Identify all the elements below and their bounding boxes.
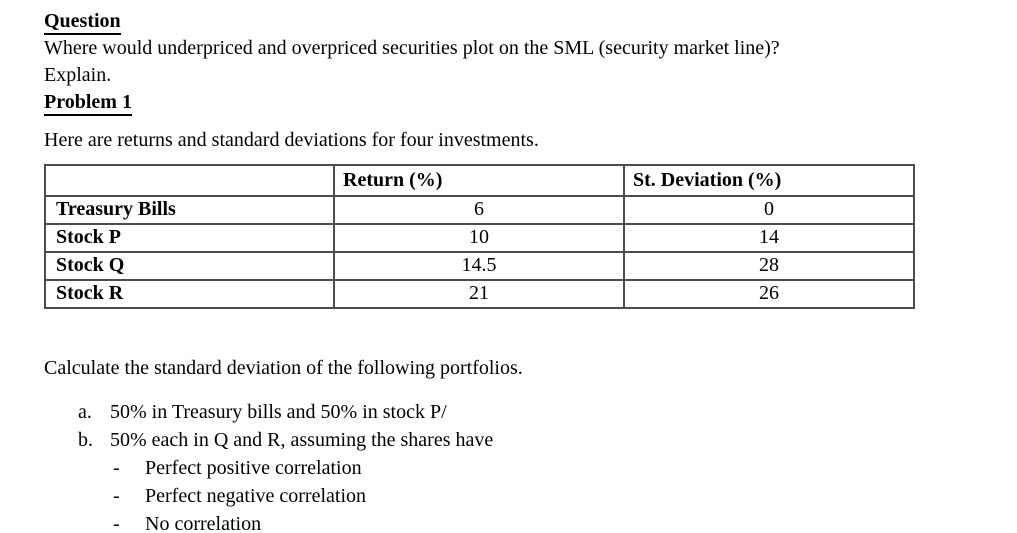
table-header-stdev: St. Deviation (%): [623, 164, 915, 197]
dash-marker: -: [113, 513, 120, 533]
dash-marker: -: [113, 457, 120, 479]
problem-heading: Problem 1: [44, 89, 977, 116]
list-item-b: b. 50% each in Q and R, assuming the sha…: [78, 426, 977, 454]
sub-item-text: Perfect positive correlation: [145, 457, 362, 479]
table-header-empty: [44, 164, 335, 197]
sub-item-text: Perfect negative correlation: [145, 485, 366, 507]
row-label-stock-q: Stock Q: [44, 251, 335, 281]
calculate-instruction: Calculate the standard deviation of the …: [44, 357, 523, 379]
question-heading: Question: [44, 8, 977, 35]
stdev-value: 0: [623, 195, 915, 225]
list-text-b: 50% each in Q and R, assuming the shares…: [110, 429, 494, 451]
sub-item-text: No correlation: [145, 513, 262, 533]
stdev-value: 28: [623, 251, 915, 281]
return-value: 21: [333, 279, 625, 309]
table-row: Treasury Bills 6 0: [44, 195, 915, 225]
question-heading-text: Question: [44, 9, 121, 35]
list-item-a: a. 50% in Treasury bills and 50% in stoc…: [78, 398, 977, 426]
table-header-return: Return (%): [333, 164, 625, 197]
return-value: 6: [333, 195, 625, 225]
sub-item-negative-correlation: - Perfect negative correlation: [113, 482, 977, 510]
table-header-row: Return (%) St. Deviation (%): [44, 164, 915, 197]
row-label-treasury-bills: Treasury Bills: [44, 195, 335, 225]
table-row: Stock R 21 26: [44, 279, 915, 309]
sub-item-positive-correlation: - Perfect positive correlation: [113, 454, 977, 482]
row-label-stock-p: Stock P: [44, 223, 335, 253]
intro-text: Here are returns and standard deviations…: [44, 129, 539, 151]
list-marker-a: a.: [78, 401, 92, 423]
return-value: 14.5: [333, 251, 625, 281]
list-text-a: 50% in Treasury bills and 50% in stock P…: [110, 401, 447, 423]
list-marker-b: b.: [78, 429, 93, 451]
sub-item-no-correlation: - No correlation: [113, 510, 977, 533]
question-explain: Explain.: [44, 64, 112, 86]
stdev-value: 14: [623, 223, 915, 253]
question-text: Where would underpriced and overpriced s…: [44, 37, 780, 59]
row-label-stock-r: Stock R: [44, 279, 335, 309]
table-row: Stock Q 14.5 28: [44, 251, 915, 281]
stdev-value: 26: [623, 279, 915, 309]
problem-heading-text: Problem 1: [44, 90, 132, 116]
dash-marker: -: [113, 485, 120, 507]
return-value: 10: [333, 223, 625, 253]
portfolio-list: a. 50% in Treasury bills and 50% in stoc…: [44, 398, 977, 533]
investments-table: Return (%) St. Deviation (%) Treasury Bi…: [44, 164, 915, 309]
table-row: Stock P 10 14: [44, 223, 915, 253]
